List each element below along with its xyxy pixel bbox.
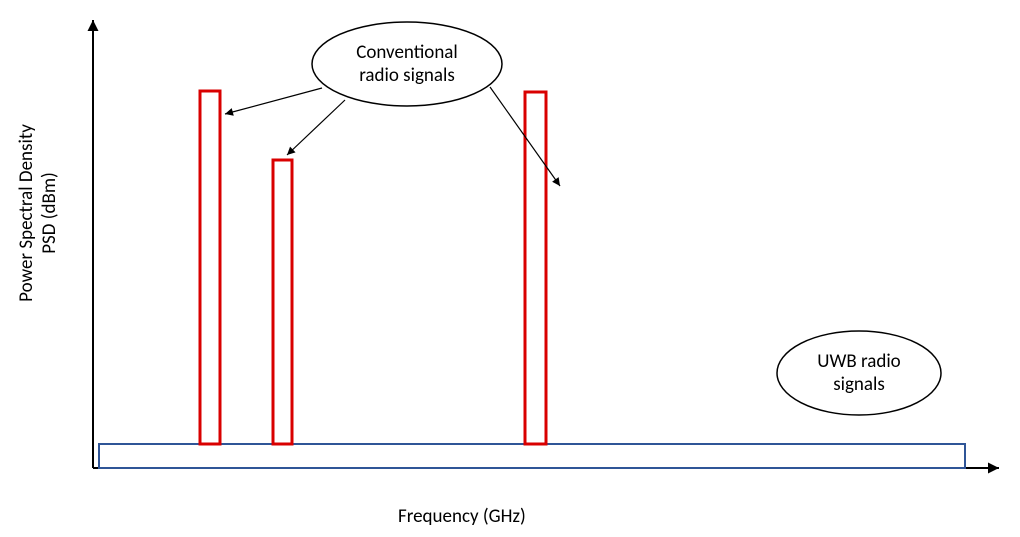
- diagram-svg: [0, 0, 1020, 537]
- callout-arrow: [287, 100, 345, 155]
- chart-container: Power Spectral Density PSD (dBm) Frequen…: [0, 0, 1020, 537]
- uwb-band-rect: [99, 444, 965, 468]
- narrowband-bar: [525, 92, 546, 444]
- narrowband-bar: [200, 91, 220, 444]
- callout-conventional-text: Conventional radio signals: [312, 42, 502, 88]
- narrowband-bar: [273, 160, 292, 444]
- callout-arrow: [225, 88, 322, 114]
- y-axis-label: Power Spectral Density PSD (dBm): [15, 103, 61, 323]
- x-axis-label: Frequency (GHz): [398, 505, 526, 528]
- callout-uwb-text: UWB radio signals: [777, 351, 941, 397]
